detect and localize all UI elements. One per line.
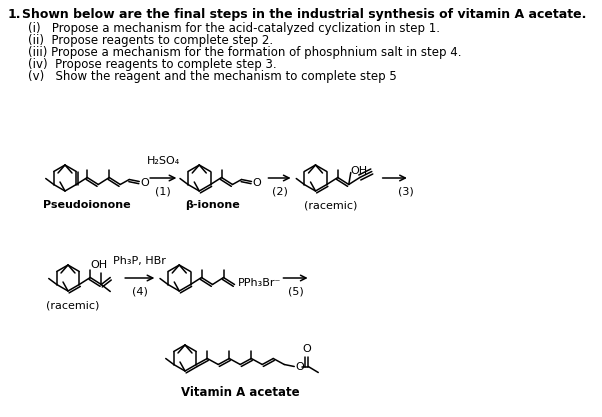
Text: O: O — [295, 362, 304, 372]
Text: Vitamin A acetate: Vitamin A acetate — [181, 386, 299, 399]
Text: (5): (5) — [288, 286, 303, 296]
Text: (ii)  Propose reagents to complete step 2.: (ii) Propose reagents to complete step 2… — [28, 34, 273, 47]
Text: (i)   Propose a mechanism for the acid-catalyzed cyclization in step 1.: (i) Propose a mechanism for the acid-cat… — [28, 22, 440, 35]
Text: (iv)  Propose reagents to complete step 3.: (iv) Propose reagents to complete step 3… — [28, 58, 277, 71]
Text: PPh₃Br⁻: PPh₃Br⁻ — [238, 279, 281, 289]
Text: O: O — [302, 344, 311, 354]
Text: Pseudoionone: Pseudoionone — [43, 200, 131, 210]
Text: OH: OH — [91, 259, 108, 269]
Text: O: O — [252, 178, 261, 188]
Text: (v)   Show the reagent and the mechanism to complete step 5: (v) Show the reagent and the mechanism t… — [28, 70, 397, 83]
Text: (iii) Propose a mechanism for the formation of phosphnium salt in step 4.: (iii) Propose a mechanism for the format… — [28, 46, 462, 59]
Text: Ph₃P, HBr: Ph₃P, HBr — [113, 256, 166, 266]
Text: OH: OH — [351, 166, 368, 176]
Text: O: O — [140, 178, 149, 188]
Text: (3): (3) — [398, 186, 414, 196]
Text: Shown below are the final steps in the industrial synthesis of vitamin A acetate: Shown below are the final steps in the i… — [22, 8, 586, 21]
Text: H₂SO₄: H₂SO₄ — [147, 156, 180, 166]
Text: (2): (2) — [272, 186, 287, 196]
Text: β-ionone: β-ionone — [185, 200, 240, 210]
Text: 1.: 1. — [8, 8, 22, 21]
Text: (racemic): (racemic) — [46, 300, 99, 310]
Text: (1): (1) — [155, 186, 171, 196]
Text: (racemic): (racemic) — [303, 200, 357, 210]
Text: (4): (4) — [132, 286, 147, 296]
